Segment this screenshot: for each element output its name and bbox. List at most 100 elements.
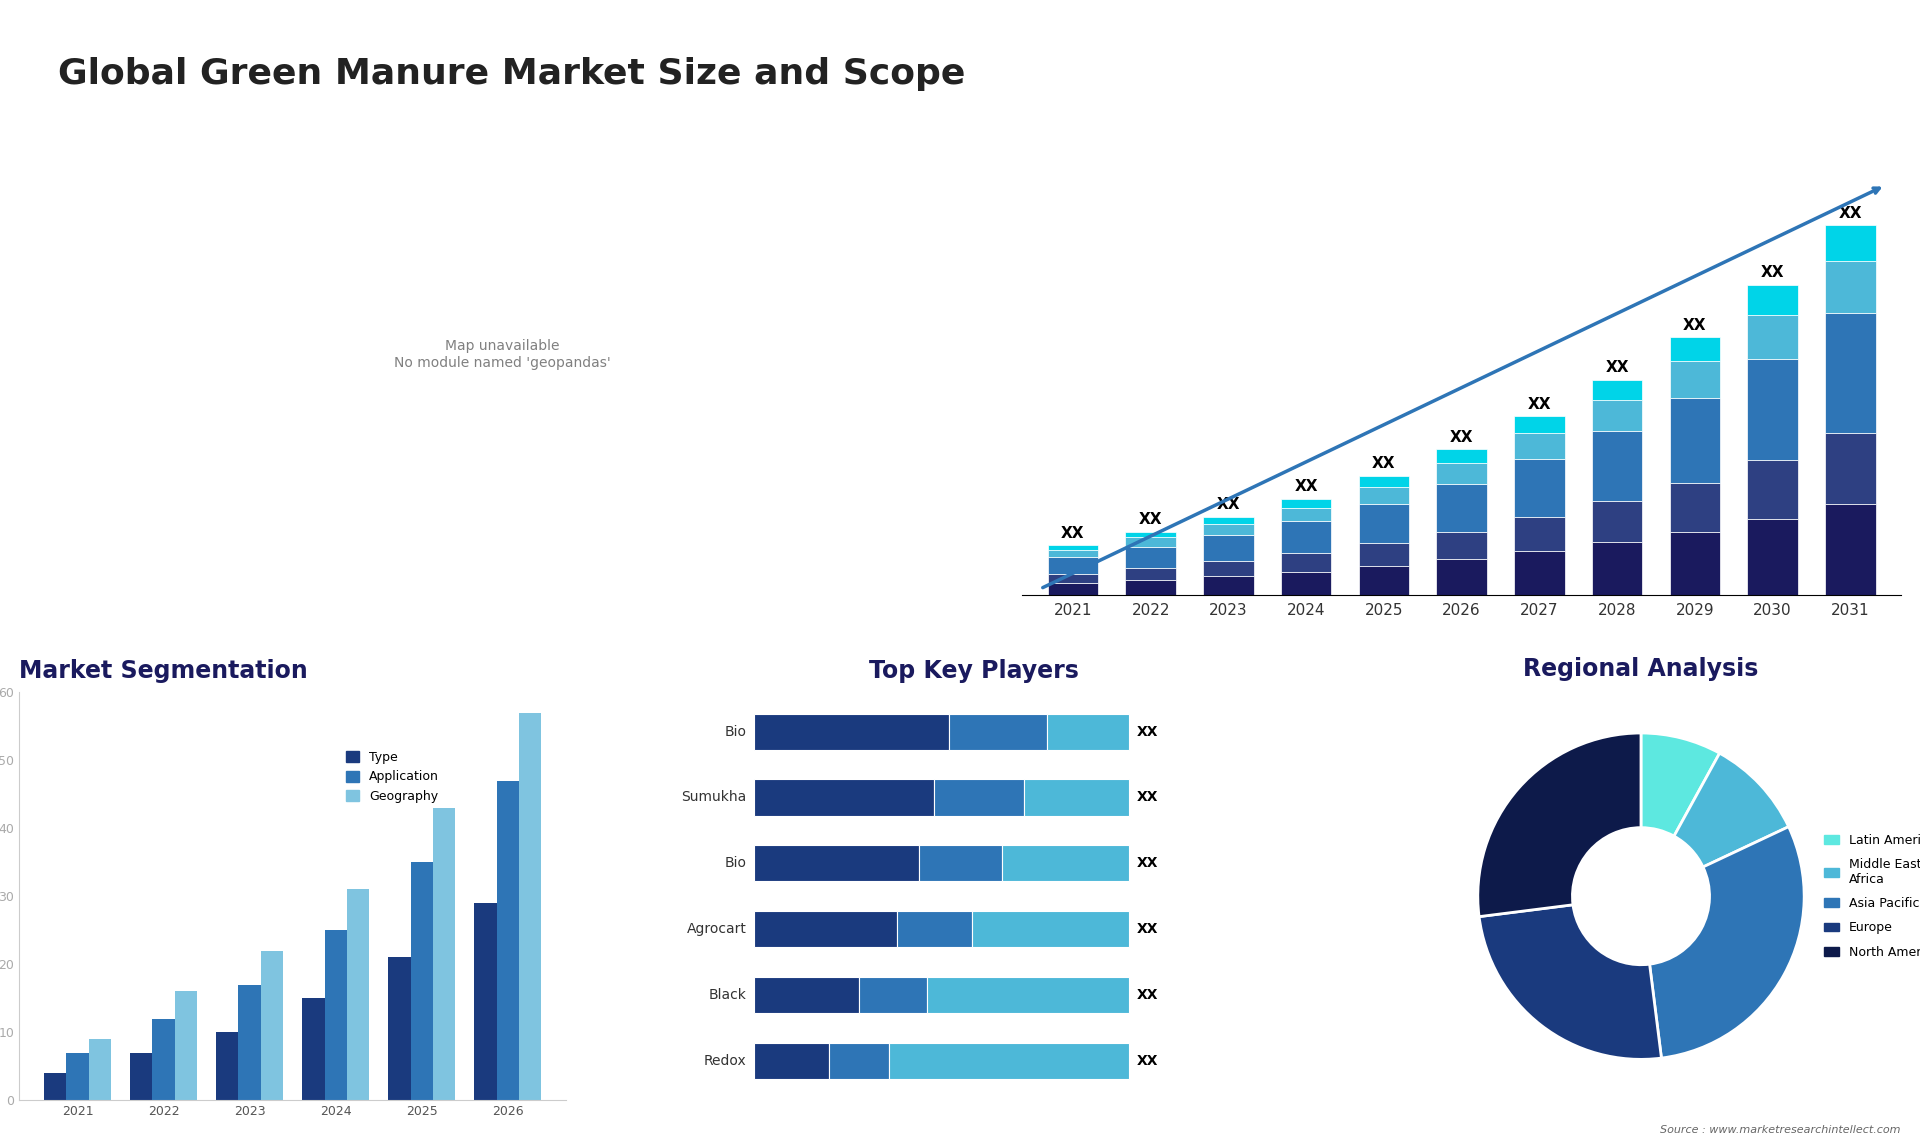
Text: XX: XX (1450, 430, 1473, 445)
Text: XX: XX (1137, 724, 1158, 739)
Bar (497, 780, 518, 1100)
Bar (474, 903, 497, 1100)
Bar (1515, 551, 1565, 595)
Text: Global Green Manure Market Size and Scope: Global Green Manure Market Size and Scop… (58, 57, 966, 92)
Bar (755, 846, 920, 881)
Bar (1592, 431, 1642, 501)
Bar (238, 984, 261, 1100)
Bar (1048, 550, 1098, 557)
Bar (1359, 543, 1409, 566)
Bar (1204, 517, 1254, 524)
Bar (1826, 261, 1876, 313)
Bar (1670, 361, 1720, 398)
Bar (388, 957, 411, 1100)
Bar (1125, 568, 1175, 580)
Bar (1125, 580, 1175, 595)
Bar (755, 714, 948, 749)
Text: XX: XX (1139, 512, 1162, 527)
Text: Map unavailable
No module named 'geopandas': Map unavailable No module named 'geopand… (394, 339, 611, 370)
Bar (1125, 532, 1175, 537)
Bar (131, 1052, 152, 1100)
Bar (1281, 508, 1331, 521)
Bar (1515, 433, 1565, 458)
Bar (889, 1043, 1129, 1078)
Bar (1204, 524, 1254, 535)
Bar (1747, 285, 1797, 314)
Bar (1515, 517, 1565, 551)
Legend: Type, Application, Geography: Type, Application, Geography (342, 747, 444, 807)
Bar (324, 931, 348, 1100)
Bar (217, 1033, 238, 1100)
Wedge shape (1649, 826, 1805, 1058)
Text: XX: XX (1605, 360, 1628, 375)
Bar (1826, 433, 1876, 504)
Bar (972, 911, 1129, 948)
Bar (1125, 547, 1175, 568)
Text: XX: XX (1373, 456, 1396, 471)
Bar (1359, 476, 1409, 487)
Text: Sumukha: Sumukha (682, 791, 747, 804)
Bar (44, 1073, 67, 1100)
Bar (1826, 504, 1876, 595)
Bar (1204, 535, 1254, 562)
Bar (1359, 487, 1409, 504)
Wedge shape (1642, 733, 1720, 837)
Text: XX: XX (1137, 1053, 1158, 1068)
Legend: Latin America, Middle East &
Africa, Asia Pacific, Europe, North America: Latin America, Middle East & Africa, Asi… (1818, 829, 1920, 964)
Bar (1747, 314, 1797, 359)
Bar (1592, 542, 1642, 595)
Text: XX: XX (1137, 856, 1158, 870)
Bar (1046, 714, 1129, 749)
Bar (829, 1043, 889, 1078)
Text: XX: XX (1684, 317, 1707, 332)
Bar (348, 889, 369, 1100)
Bar (1747, 519, 1797, 595)
Text: XX: XX (1217, 497, 1240, 512)
Bar (1025, 779, 1129, 816)
Bar (1436, 532, 1486, 559)
Text: XX: XX (1137, 791, 1158, 804)
Bar (755, 976, 858, 1013)
Wedge shape (1478, 905, 1661, 1059)
Bar (755, 911, 897, 948)
Text: XX: XX (1761, 265, 1784, 281)
Bar (1048, 545, 1098, 550)
Bar (1826, 226, 1876, 261)
Bar (948, 714, 1046, 749)
Bar (1204, 562, 1254, 576)
Bar (1359, 504, 1409, 543)
Bar (935, 779, 1025, 816)
Text: XX: XX (1137, 988, 1158, 1002)
Bar (1436, 559, 1486, 595)
Bar (152, 1019, 175, 1100)
Bar (1204, 576, 1254, 595)
Text: Agrocart: Agrocart (687, 923, 747, 936)
Bar (175, 991, 198, 1100)
Wedge shape (1674, 753, 1789, 868)
Bar (1747, 359, 1797, 460)
Bar (755, 779, 935, 816)
Wedge shape (1478, 733, 1642, 917)
Text: Market Segmentation: Market Segmentation (19, 659, 307, 683)
Bar (1592, 379, 1642, 400)
Bar (1048, 574, 1098, 583)
Bar (1670, 482, 1720, 532)
Bar (411, 862, 432, 1100)
Bar (1436, 484, 1486, 532)
Bar (897, 911, 972, 948)
Text: XX: XX (1137, 923, 1158, 936)
Bar (1436, 463, 1486, 484)
Title: Top Key Players: Top Key Players (868, 659, 1079, 683)
Bar (432, 808, 455, 1100)
Text: Bio: Bio (724, 724, 747, 739)
Bar (261, 950, 284, 1100)
Bar (1747, 460, 1797, 519)
Bar (1002, 846, 1129, 881)
Bar (1826, 313, 1876, 433)
Bar (1515, 416, 1565, 433)
Bar (1281, 499, 1331, 508)
Text: XX: XX (1839, 206, 1862, 221)
Bar (1436, 449, 1486, 463)
Text: Black: Black (708, 988, 747, 1002)
Bar (88, 1039, 111, 1100)
